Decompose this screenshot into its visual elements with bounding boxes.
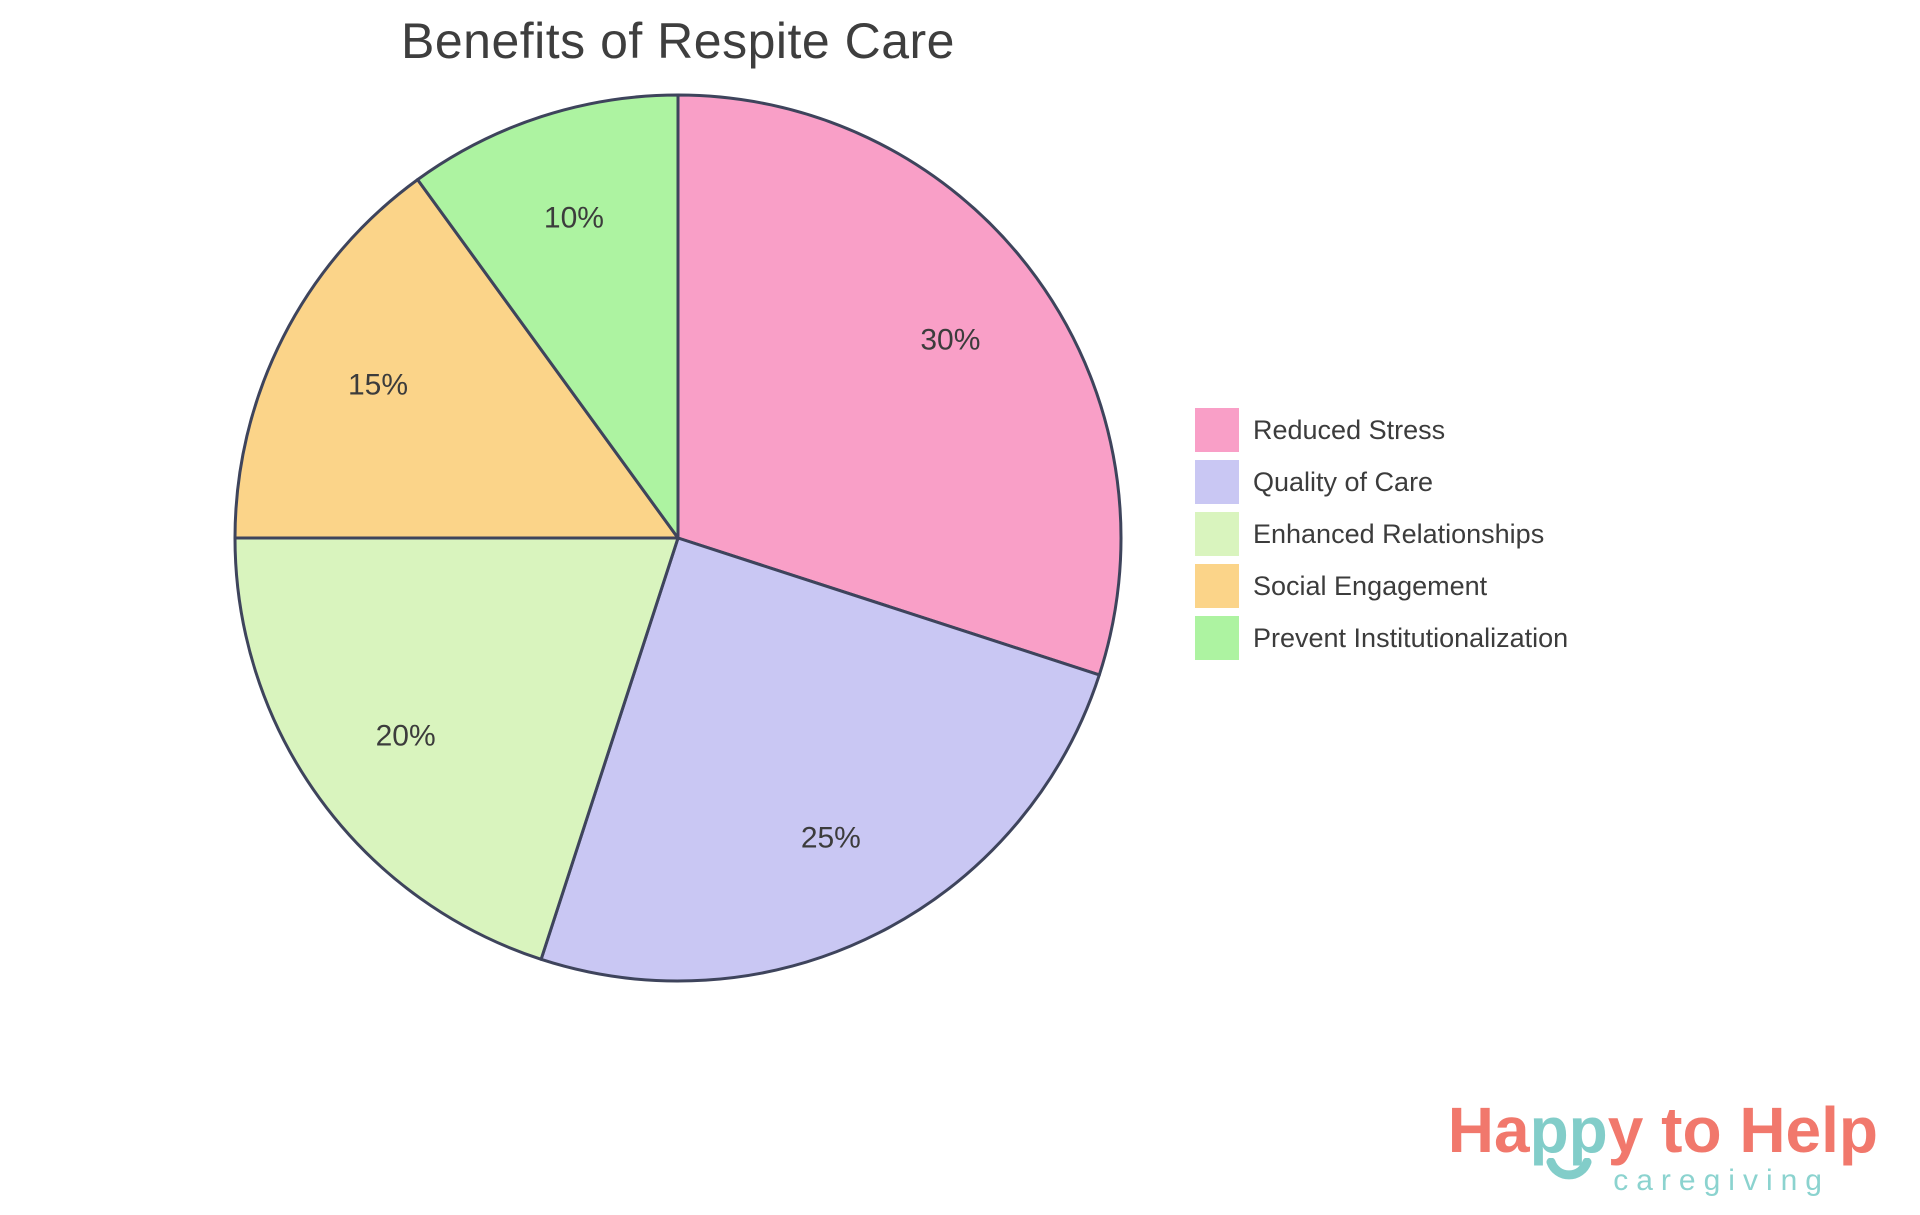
pie-slice-label-0: 30% xyxy=(920,324,980,357)
pie-slice-2 xyxy=(233,536,680,961)
smile-icon xyxy=(1546,1158,1592,1180)
pie-slice-label-3: 15% xyxy=(348,369,408,402)
pie-slice-4 xyxy=(416,93,680,540)
pie-slice-3 xyxy=(233,178,680,540)
pie-slice-0 xyxy=(676,93,1123,677)
legend-swatch-prevent-institutionalization xyxy=(1195,616,1239,660)
pie-slice-label-2: 20% xyxy=(376,719,436,752)
pie-slice-1 xyxy=(539,536,1101,983)
chart-title: Benefits of Respite Care xyxy=(401,13,955,69)
legend-item-prevent-institutionalization: Prevent Institutionalization xyxy=(1195,616,1568,660)
legend-label: Quality of Care xyxy=(1253,466,1434,497)
legend-swatch-reduced-stress xyxy=(1195,408,1239,452)
legend-label: Enhanced Relationships xyxy=(1253,518,1545,549)
legend-item-reduced-stress: Reduced Stress xyxy=(1195,408,1568,452)
logo-text-ha: Ha xyxy=(1447,1094,1530,1166)
legend-item-enhanced-relationships: Enhanced Relationships xyxy=(1195,512,1568,556)
legend-item-quality-of-care: Quality of Care xyxy=(1195,460,1568,504)
logo-text-pp: pp xyxy=(1530,1098,1608,1180)
legend-label: Social Engagement xyxy=(1253,570,1488,601)
legend-label: Reduced Stress xyxy=(1253,414,1446,445)
logo-text-y-to-help: y to Help xyxy=(1607,1094,1878,1166)
chart-legend: Reduced Stress Quality of Care Enhanced … xyxy=(1195,408,1568,668)
logo-wordmark: Happ y to Help xyxy=(1448,1098,1878,1180)
logo-subtitle: caregiving xyxy=(1613,1164,1830,1197)
legend-label: Prevent Institutionalization xyxy=(1253,622,1569,653)
legend-swatch-enhanced-relationships xyxy=(1195,512,1239,556)
legend-item-social-engagement: Social Engagement xyxy=(1195,564,1568,608)
legend-swatch-quality-of-care xyxy=(1195,460,1239,504)
legend-swatch-social-engagement xyxy=(1195,564,1239,608)
pie-slice-label-1: 25% xyxy=(801,821,861,854)
pie-slice-label-4: 10% xyxy=(544,201,604,234)
happy-to-help-logo: Happ y to Help caregiving xyxy=(1448,1098,1878,1198)
